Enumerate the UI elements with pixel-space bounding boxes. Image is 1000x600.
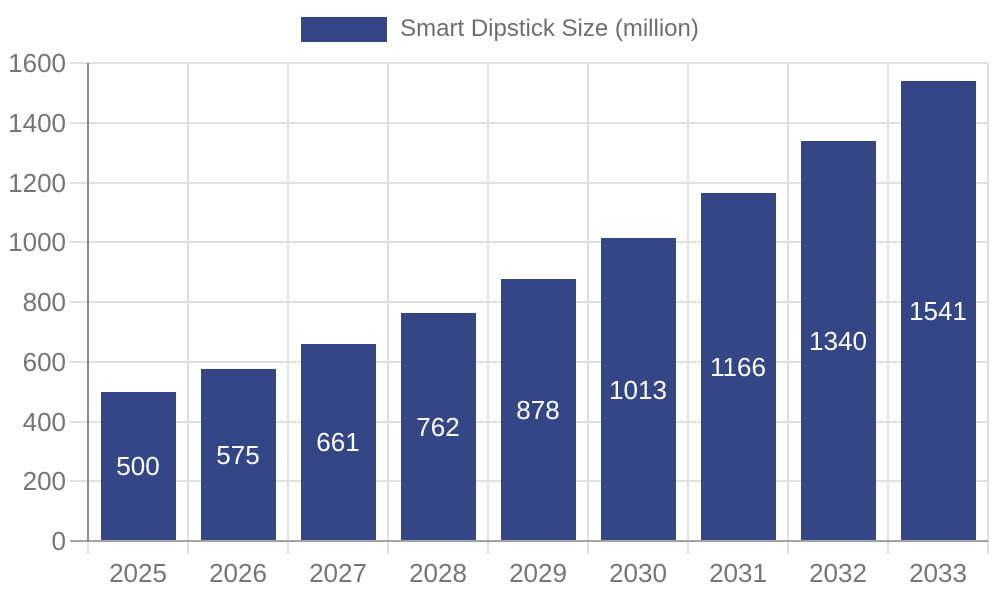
bar-value-label: 1541 bbox=[909, 295, 967, 326]
bar-2025: 500 bbox=[100, 391, 176, 541]
bar-2029: 878 bbox=[500, 278, 576, 541]
x-tick-label: 2025 bbox=[109, 558, 167, 588]
x-axis-line bbox=[70, 540, 988, 542]
gridline-vertical bbox=[387, 63, 389, 554]
gridline-vertical bbox=[687, 63, 689, 554]
bar-value-label: 1013 bbox=[609, 374, 667, 405]
bar-2032: 1340 bbox=[800, 140, 876, 541]
bar-value-label: 575 bbox=[216, 440, 260, 471]
gridline-vertical bbox=[987, 63, 989, 554]
gridline-vertical bbox=[587, 63, 589, 554]
y-tick-label: 800 bbox=[22, 287, 66, 317]
x-tick-label: 2027 bbox=[309, 558, 367, 588]
bar-value-label: 500 bbox=[116, 451, 160, 482]
x-tick-label: 2029 bbox=[509, 558, 567, 588]
bar-2031: 1166 bbox=[700, 192, 776, 541]
legend-color-swatch-icon bbox=[301, 16, 388, 42]
y-tick-label: 1200 bbox=[8, 167, 66, 198]
y-tick-label: 600 bbox=[22, 346, 66, 377]
y-tick-label: 1400 bbox=[8, 107, 66, 138]
legend-label: Smart Dipstick Size (million) bbox=[400, 15, 699, 42]
gridline-vertical bbox=[887, 63, 889, 554]
y-tick-label: 1600 bbox=[8, 48, 66, 78]
gridline-vertical bbox=[287, 63, 289, 554]
x-tick-label: 2028 bbox=[409, 558, 467, 588]
bar-2030: 1013 bbox=[600, 238, 676, 541]
bar-value-label: 878 bbox=[516, 394, 560, 425]
gridline-vertical bbox=[187, 63, 189, 554]
y-tick-label: 400 bbox=[22, 406, 66, 437]
bar-value-label: 1340 bbox=[809, 325, 867, 356]
bar-2027: 661 bbox=[300, 343, 376, 541]
bar-value-label: 661 bbox=[316, 427, 360, 458]
x-tick-label: 2032 bbox=[809, 558, 867, 588]
y-axis-spine bbox=[87, 63, 89, 541]
plot-area: 500 575 661 762 878 1013 1166 1340 1541 bbox=[70, 62, 989, 554]
gridline-horizontal bbox=[70, 121, 988, 124]
y-tick-label: 1000 bbox=[8, 227, 66, 258]
bar-2028: 762 bbox=[400, 313, 476, 541]
gridline-horizontal bbox=[70, 62, 988, 64]
bar-2033: 1541 bbox=[900, 80, 976, 541]
y-tick-label: 0 bbox=[51, 526, 66, 556]
x-tick-label: 2026 bbox=[209, 558, 267, 588]
bar-2026: 575 bbox=[200, 369, 276, 541]
y-tick-label: 200 bbox=[22, 466, 66, 497]
bar-value-label: 762 bbox=[416, 412, 460, 443]
gridline-vertical bbox=[487, 63, 489, 554]
gridline-horizontal bbox=[70, 181, 988, 184]
gridline-horizontal bbox=[70, 241, 988, 244]
x-tick-label: 2030 bbox=[609, 558, 667, 588]
x-tick-label: 2033 bbox=[909, 558, 967, 588]
x-tick-label: 2031 bbox=[709, 558, 767, 588]
legend: Smart Dipstick Size (million) bbox=[0, 15, 1000, 42]
gridline-vertical bbox=[787, 63, 789, 554]
bar-value-label: 1166 bbox=[710, 351, 766, 382]
